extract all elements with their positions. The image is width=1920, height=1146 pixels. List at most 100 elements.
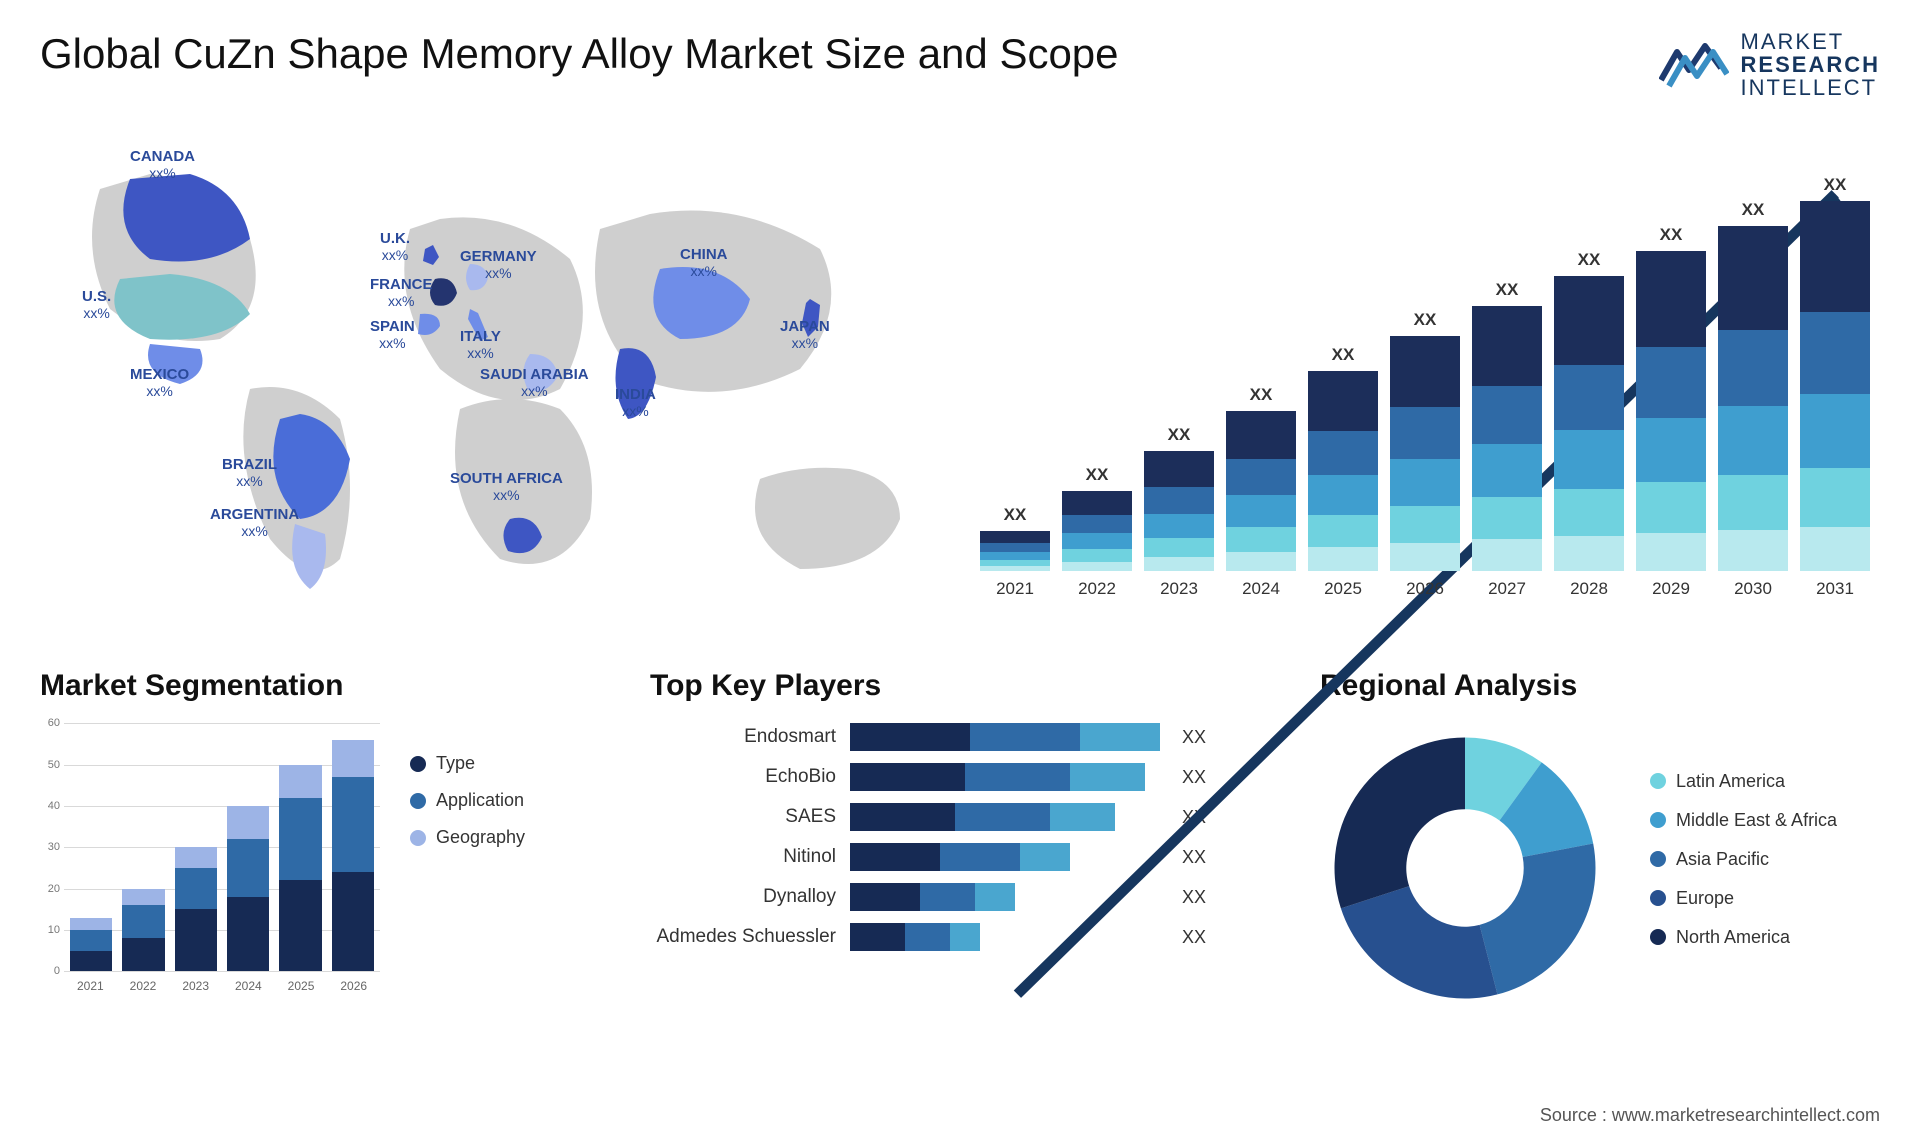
- legend-label: Type: [436, 753, 475, 774]
- regional-panel: Regional Analysis Latin AmericaMiddle Ea…: [1320, 669, 1880, 1013]
- legend-item: Asia Pacific: [1650, 849, 1837, 870]
- segmentation-bar: [122, 889, 164, 972]
- player-value-label: XX: [1182, 887, 1206, 908]
- growth-bar: XX2030: [1718, 200, 1788, 599]
- regional-donut-chart: [1320, 723, 1610, 1013]
- player-name: Endosmart: [650, 726, 850, 748]
- segmentation-legend: Type Application Geography: [410, 723, 600, 993]
- bar-top-label: XX: [1496, 280, 1519, 300]
- legend-item: Application: [410, 790, 600, 811]
- map-label: U.K.xx%: [380, 231, 410, 263]
- segmentation-x-label: 2025: [275, 979, 328, 993]
- players-panel: Top Key Players Endosmart XX EchoBio XX SAES…: [650, 669, 1270, 1013]
- map-label: CANADAxx%: [130, 149, 195, 181]
- legend-item: Latin America: [1650, 771, 1837, 792]
- page-title: Global CuZn Shape Memory Alloy Market Si…: [40, 30, 1119, 78]
- player-value-label: XX: [1182, 767, 1206, 788]
- logo-line1: MARKET: [1741, 30, 1880, 53]
- legend-swatch-icon: [1650, 890, 1666, 906]
- map-label: ARGENTINAxx%: [210, 507, 299, 539]
- y-tick-label: 30: [48, 841, 60, 853]
- growth-bar: XX2029: [1636, 225, 1706, 599]
- legend-label: Application: [436, 790, 524, 811]
- legend-item: Middle East & Africa: [1650, 810, 1837, 831]
- segmentation-x-label: 2024: [222, 979, 275, 993]
- players-chart: EndosmartXXEchoBioXXSAESXXNitinolXXDynal…: [650, 723, 1270, 951]
- legend-swatch-icon: [1650, 812, 1666, 828]
- legend-label: Europe: [1676, 888, 1734, 909]
- map-label: FRANCExx%: [370, 277, 433, 309]
- player-row: Admedes SchuesslerXX: [650, 923, 1270, 951]
- growth-bar: XX2021: [980, 505, 1050, 599]
- growth-x-label: 2022: [1078, 579, 1116, 599]
- segmentation-x-label: 2023: [169, 979, 222, 993]
- legend-label: North America: [1676, 927, 1790, 948]
- donut-slice: [1335, 738, 1466, 909]
- map-label: ITALYxx%: [460, 329, 501, 361]
- growth-x-label: 2025: [1324, 579, 1362, 599]
- legend-item: Europe: [1650, 888, 1837, 909]
- segmentation-bar: [70, 918, 112, 972]
- player-row: SAESXX: [650, 803, 1270, 831]
- player-name: SAES: [650, 806, 850, 828]
- growth-bar: XX 2025: [1308, 345, 1378, 599]
- player-value-label: XX: [1182, 927, 1206, 948]
- segmentation-x-label: 2026: [327, 979, 380, 993]
- map-label: SOUTH AFRICAxx%: [450, 471, 563, 503]
- growth-bar: XX 2022: [1062, 465, 1132, 599]
- brand-logo: MARKET RESEARCH INTELLECT: [1659, 30, 1880, 99]
- logo-line2: RESEARCH: [1741, 53, 1880, 76]
- map-label: U.S.xx%: [82, 289, 111, 321]
- growth-x-label: 2028: [1570, 579, 1608, 599]
- donut-slice: [1480, 844, 1596, 995]
- growth-x-label: 2021: [996, 579, 1034, 599]
- logo-mark-icon: [1659, 40, 1729, 90]
- growth-bar: XX2026: [1390, 310, 1460, 599]
- growth-x-label: 2027: [1488, 579, 1526, 599]
- legend-swatch-icon: [410, 793, 426, 809]
- bar-top-label: XX: [1086, 465, 1109, 485]
- growth-x-label: 2031: [1816, 579, 1854, 599]
- player-value-label: XX: [1182, 847, 1206, 868]
- segmentation-bar: [279, 765, 321, 972]
- source-attribution: Source : www.marketresearchintellect.com: [1540, 1105, 1880, 1126]
- map-label: SAUDI ARABIAxx%: [480, 367, 589, 399]
- y-tick-label: 20: [48, 883, 60, 895]
- bar-top-label: XX: [1578, 250, 1601, 270]
- y-tick-label: 0: [54, 965, 60, 977]
- logo-text: MARKET RESEARCH INTELLECT: [1741, 30, 1880, 99]
- growth-bar-chart: XX2021XX2022XX2023XX2024XX2025XX2026XX20…: [970, 119, 1880, 629]
- legend-swatch-icon: [1650, 773, 1666, 789]
- player-name: EchoBio: [650, 766, 850, 788]
- growth-bar: XX 2028: [1554, 250, 1624, 599]
- growth-x-label: 2029: [1652, 579, 1690, 599]
- growth-x-label: 2024: [1242, 579, 1280, 599]
- bar-top-label: XX: [1742, 200, 1765, 220]
- y-tick-label: 10: [48, 924, 60, 936]
- legend-swatch-icon: [410, 756, 426, 772]
- bar-top-label: XX: [1824, 175, 1847, 195]
- growth-bar: XX2023: [1144, 425, 1214, 599]
- segmentation-bar: [332, 740, 374, 971]
- legend-swatch-icon: [1650, 929, 1666, 945]
- bar-top-label: XX: [1250, 385, 1273, 405]
- segmentation-bar: [227, 806, 269, 971]
- growth-bar: XX 2031: [1800, 175, 1870, 599]
- top-row: CANADAxx%U.S.xx%MEXICOxx%BRAZILxx%ARGENT…: [40, 119, 1880, 629]
- legend-swatch-icon: [410, 830, 426, 846]
- legend-label: Geography: [436, 827, 525, 848]
- growth-bar: XX 2027: [1472, 280, 1542, 599]
- legend-item: Type: [410, 753, 600, 774]
- y-tick-label: 40: [48, 800, 60, 812]
- bar-top-label: XX: [1332, 345, 1355, 365]
- donut-slice: [1341, 886, 1498, 998]
- segmentation-x-label: 2022: [117, 979, 170, 993]
- segmentation-x-label: 2021: [64, 979, 117, 993]
- legend-item: North America: [1650, 927, 1837, 948]
- map-label: MEXICOxx%: [130, 367, 189, 399]
- segmentation-chart: 0102030405060 202120222023202420252026: [40, 723, 380, 993]
- players-title: Top Key Players: [650, 669, 1270, 703]
- bar-top-label: XX: [1414, 310, 1437, 330]
- segmentation-panel: Market Segmentation 0102030405060 202120…: [40, 669, 600, 1013]
- map-label: INDIAxx%: [615, 387, 656, 419]
